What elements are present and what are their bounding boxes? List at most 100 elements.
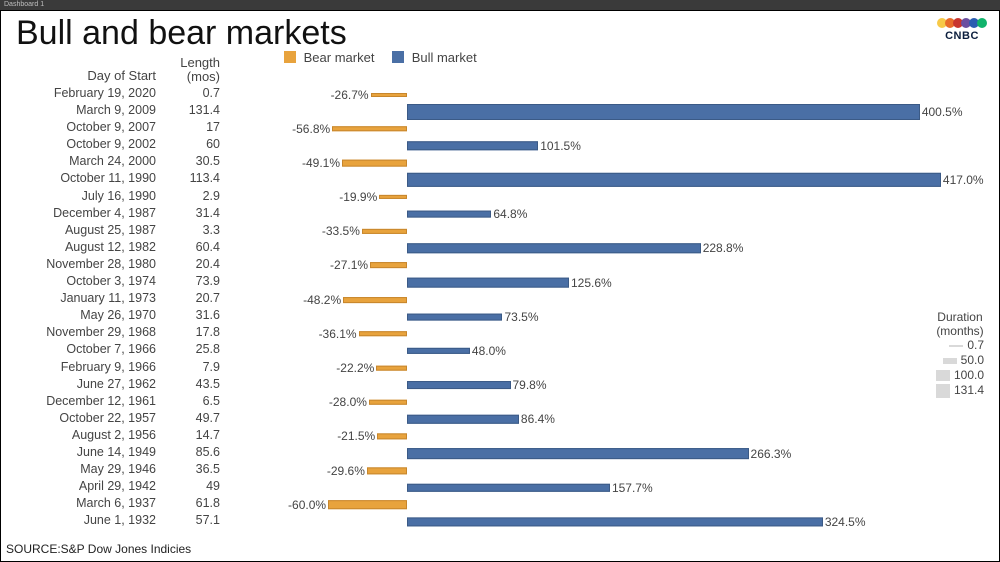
bull-bar: [407, 448, 749, 460]
bull-bar: [407, 517, 823, 526]
row-axis: 48.0%: [228, 342, 930, 359]
row-value: -36.1%: [319, 327, 357, 341]
row-date: May 26, 1970: [80, 308, 156, 322]
diverging-bar-chart: February 19, 20200.7-26.7%March 9, 20091…: [0, 86, 1000, 530]
data-row: May 29, 194636.5-29.6%: [0, 462, 1000, 479]
row-axis: -33.5%: [228, 223, 930, 240]
row-axis: -27.1%: [228, 257, 930, 274]
data-row: August 12, 198260.4228.8%: [0, 240, 1000, 257]
data-row: June 1, 193257.1324.5%: [0, 513, 1000, 530]
bear-bar: [379, 195, 406, 199]
data-row: March 9, 2009131.4400.5%: [0, 103, 1000, 120]
row-axis: -28.0%: [228, 394, 930, 411]
row-value: 79.8%: [513, 378, 547, 392]
row-axis: 79.8%: [228, 377, 930, 394]
row-date: August 2, 1956: [72, 428, 156, 442]
row-value: -33.5%: [322, 224, 360, 238]
data-row: February 19, 20200.7-26.7%: [0, 86, 1000, 103]
header-date: Day of Start: [87, 68, 156, 83]
row-value: 86.4%: [521, 412, 555, 426]
row-date: October 3, 1974: [66, 274, 156, 288]
row-length: 49: [166, 479, 220, 493]
row-axis: 64.8%: [228, 206, 930, 223]
row-date: October 22, 1957: [59, 411, 156, 425]
bull-bar: [407, 348, 470, 354]
bear-bar: [371, 93, 407, 97]
bull-bar: [407, 483, 610, 491]
data-row: March 6, 193761.8-60.0%: [0, 496, 1000, 513]
row-date: June 27, 1962: [77, 377, 156, 391]
data-row: December 4, 1987 31.4 64.8%: [0, 206, 1000, 223]
row-value: 228.8%: [703, 241, 744, 255]
row-date: March 24, 2000: [69, 154, 156, 168]
row-axis: -49.1%: [228, 154, 930, 171]
data-row: May 26, 197031.673.5%: [0, 308, 1000, 325]
bear-bar: [367, 467, 407, 474]
row-length: 3.3: [166, 223, 220, 237]
row-date: June 14, 1949: [77, 445, 156, 459]
row-value: 400.5%: [922, 105, 963, 119]
row-value: -29.6%: [327, 464, 365, 478]
data-row: October 7, 196625.848.0%: [0, 342, 1000, 359]
row-axis: -22.2%: [228, 360, 930, 377]
source-label: SOURCE:S&P Dow Jones Indicies: [6, 542, 191, 556]
row-date: October 11, 1990: [60, 171, 156, 185]
row-date: February 19, 2020: [54, 86, 156, 100]
row-axis: -19.9%: [228, 189, 930, 206]
row-value: -27.1%: [330, 258, 368, 272]
duration-legend: Duration (months) 0.750.0100.0131.4: [932, 308, 988, 400]
row-length: 6.5: [166, 394, 220, 408]
row-value: -60.0%: [288, 498, 326, 512]
series-legend: Bear market Bull market: [270, 50, 477, 65]
row-date: December 4, 1987: [53, 206, 156, 220]
data-row: August 25, 1987 3.3 -33.5%: [0, 223, 1000, 240]
data-row: August 2, 195614.7-21.5%: [0, 428, 1000, 445]
row-length: 73.9: [166, 274, 220, 288]
row-axis: -21.5%: [228, 428, 930, 445]
row-date: August 12, 1982: [65, 240, 156, 254]
row-length: 57.1: [166, 513, 220, 527]
row-date: August 25, 1987: [65, 223, 156, 237]
duration-legend-row: 100.0: [936, 368, 984, 383]
row-value: -21.5%: [337, 429, 375, 443]
bull-bar: [407, 313, 503, 320]
row-value: -22.2%: [336, 361, 374, 375]
row-value: 417.0%: [943, 173, 984, 187]
row-value: -19.9%: [339, 190, 377, 204]
row-value: 157.7%: [612, 481, 653, 495]
data-row: October 22, 195749.786.4%: [0, 411, 1000, 428]
data-row: January 11, 197320.7-48.2%: [0, 291, 1000, 308]
row-date: April 29, 1942: [79, 479, 156, 493]
row-axis: 125.6%: [228, 274, 930, 291]
top-strip: Dashboard 1: [0, 0, 1000, 10]
row-axis: 228.8%: [228, 240, 930, 257]
row-axis: 266.3%: [228, 445, 930, 462]
row-length: 30.5: [166, 154, 220, 168]
row-length: 25.8: [166, 342, 220, 356]
row-value: 101.5%: [540, 139, 581, 153]
bull-bar: [407, 277, 569, 288]
data-row: October 3, 1974 73.9 125.6%: [0, 274, 1000, 291]
row-value: 73.5%: [504, 310, 538, 324]
row-length: 20.7: [166, 291, 220, 305]
row-axis: -60.0%: [228, 496, 930, 513]
row-length: 2.9: [166, 189, 220, 203]
row-value: 64.8%: [493, 207, 527, 221]
duration-legend-row: 131.4: [936, 383, 984, 398]
bull-bar: [407, 211, 492, 218]
row-axis: -29.6%: [228, 462, 930, 479]
bull-bar: [407, 173, 941, 187]
bear-bar: [332, 126, 406, 131]
data-row: November 28, 198020.4-27.1%: [0, 257, 1000, 274]
row-length: 85.6: [166, 445, 220, 459]
row-date: March 6, 1937: [76, 496, 156, 510]
row-length: 36.5: [166, 462, 220, 476]
row-value: 125.6%: [571, 276, 612, 290]
bear-bar: [342, 160, 407, 167]
row-length: 17.8: [166, 325, 220, 339]
top-strip-label: Dashboard 1: [4, 1, 44, 8]
logo-dot: [977, 18, 987, 28]
row-length: 31.4: [166, 206, 220, 220]
bear-bar: [377, 434, 406, 439]
row-axis: -56.8%: [228, 120, 930, 137]
